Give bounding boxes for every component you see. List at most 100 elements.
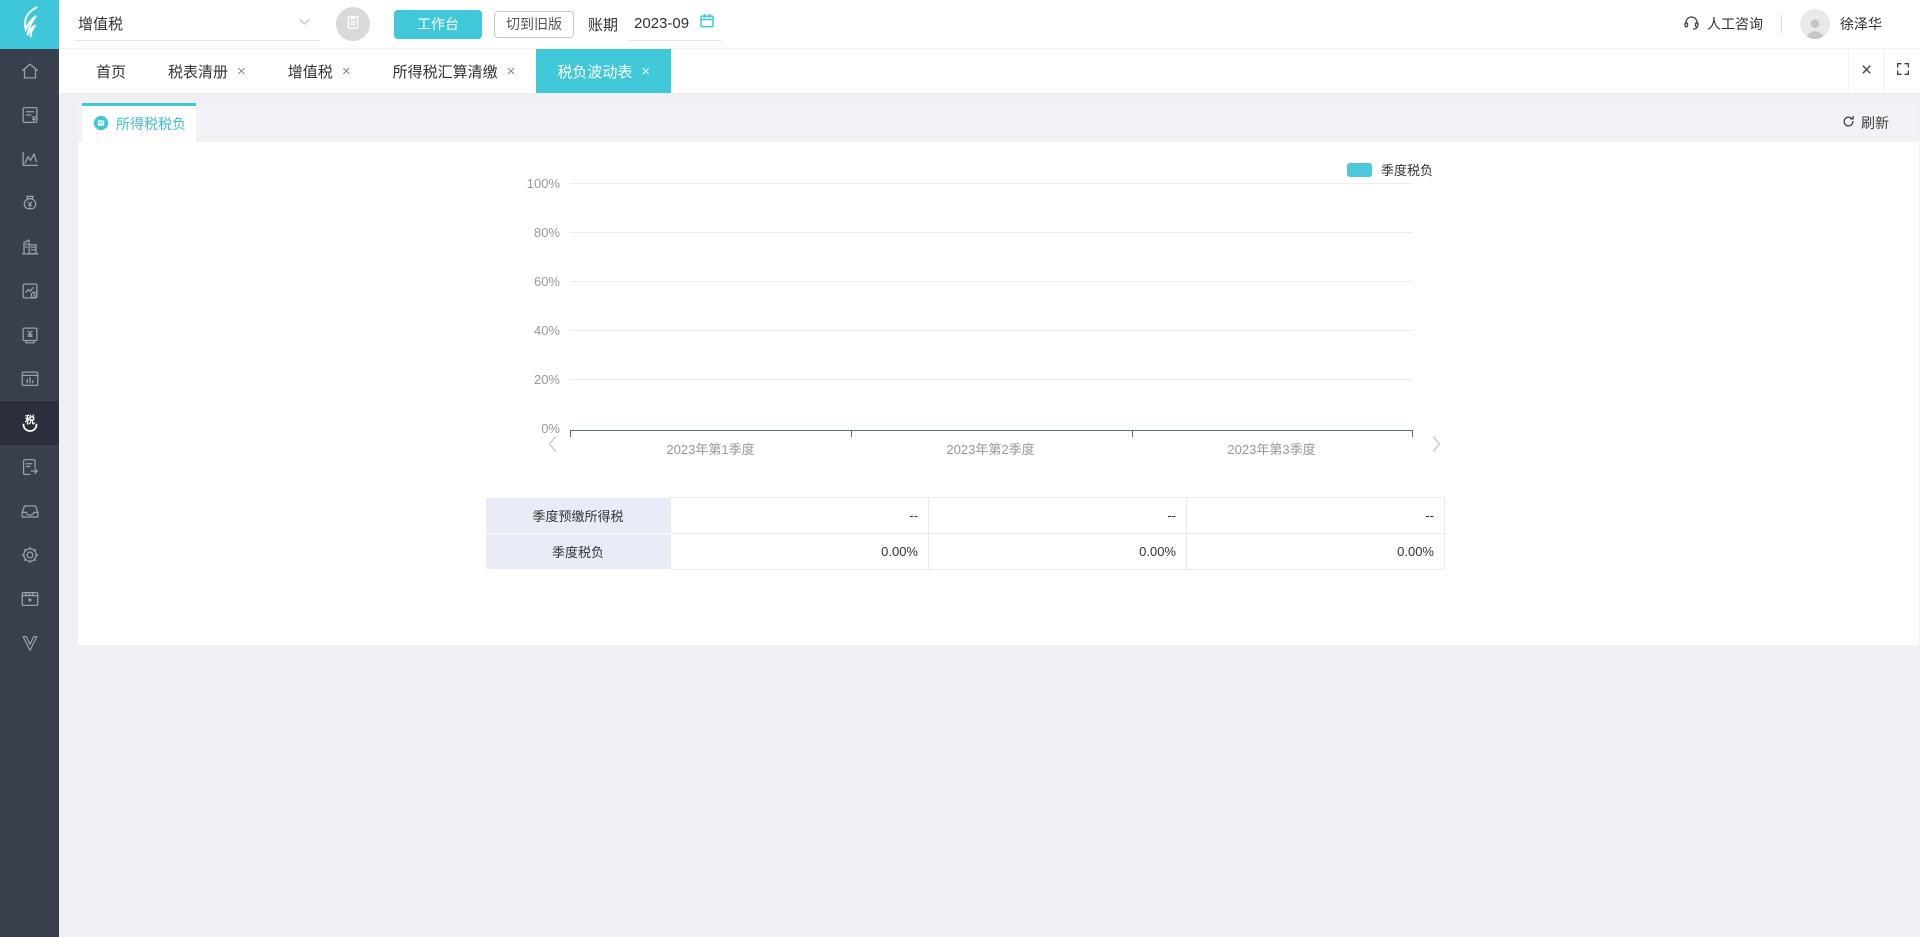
y-axis-tick: 100%: [526, 176, 560, 191]
company-dropdown[interactable]: 增值税: [75, 7, 320, 41]
panel-tab-label: 所得税税负: [116, 116, 186, 132]
refresh-button[interactable]: 刷新: [1841, 113, 1889, 133]
quarterly-summary-table: 季度预缴所得税 -- -- -- 季度税负 0.00% 0.00% 0.00%: [485, 497, 1445, 570]
invoice-doc-icon: [19, 104, 41, 126]
tax-glyph: 税: [25, 414, 35, 427]
tab-close-icon[interactable]: ×: [641, 62, 651, 80]
tabbar-actions: ×: [1848, 49, 1920, 93]
tab-close-icon[interactable]: ×: [341, 62, 351, 80]
cell-q2: 0.00%: [928, 533, 1187, 570]
memo-button[interactable]: [336, 7, 370, 41]
sidebar-item-cash[interactable]: [0, 313, 59, 357]
gridline: [570, 379, 1412, 380]
x-axis-label: 2023年第2季度: [946, 442, 1035, 457]
company-icon: [19, 236, 41, 258]
tax-icon: 税: [18, 411, 42, 435]
sidebar-item-analytics[interactable]: [0, 137, 59, 181]
gridline: [570, 330, 1412, 331]
table-row: 季度税负 0.00% 0.00% 0.00%: [485, 533, 1445, 570]
support-label: 人工咨询: [1707, 16, 1763, 32]
switch-old-version-button[interactable]: 切到旧版: [494, 10, 574, 38]
sidebar: 税: [0, 0, 59, 937]
sidebar-item-funds[interactable]: [0, 181, 59, 225]
close-all-tabs-button[interactable]: ×: [1848, 49, 1884, 93]
tab-label: 税负波动表: [557, 63, 633, 81]
chart-next-arrow-icon[interactable]: [1430, 434, 1443, 459]
chevron-down-icon: [297, 14, 312, 33]
content-area: 所得税税负 刷新 季度税负 100% 80% 60% 40% 2: [59, 94, 1920, 937]
income-tax-tab-icon: [92, 114, 110, 135]
chart-legend[interactable]: 季度税负: [1347, 160, 1433, 179]
support-button[interactable]: 人工咨询: [1682, 13, 1763, 35]
tab-label: 增值税: [287, 63, 333, 81]
sidebar-item-salary[interactable]: [0, 357, 59, 401]
x-axis-tick-mark: [851, 431, 852, 437]
feather-logo-icon: [15, 5, 45, 44]
sidebar-item-report[interactable]: [0, 269, 59, 313]
x-axis-tick-mark: [1412, 431, 1413, 437]
x-axis-label: 2023年第3季度: [1227, 442, 1316, 457]
row-label: 季度税负: [485, 533, 671, 570]
tab-income-tax-settlement[interactable]: 所得税汇算清缴 ×: [372, 49, 537, 93]
tab-home[interactable]: 首页: [75, 49, 147, 93]
workbench-button[interactable]: 工作台: [394, 9, 482, 39]
tab-tax-register[interactable]: 税表清册 ×: [147, 49, 267, 93]
video-icon: [19, 588, 41, 610]
y-axis-tick: 40%: [533, 323, 560, 338]
gridline: [570, 183, 1412, 184]
sidebar-item-company[interactable]: [0, 225, 59, 269]
y-axis-tick: 0%: [541, 421, 560, 436]
sidebar-item-tax[interactable]: 税: [0, 401, 59, 445]
period-label: 账期: [588, 16, 619, 34]
x-axis-tick-mark: [1132, 431, 1133, 437]
tab-vat[interactable]: 增值税 ×: [267, 49, 372, 93]
sidebar-item-home[interactable]: [0, 49, 59, 93]
avatar[interactable]: [1800, 9, 1830, 39]
x-axis-tick-mark: [570, 431, 571, 437]
cell-q3: --: [1186, 497, 1445, 534]
period-value: 2023-09: [634, 15, 690, 32]
y-axis-tick: 80%: [533, 225, 560, 240]
fullscreen-button[interactable]: [1884, 49, 1920, 93]
calendar-icon[interactable]: [698, 12, 716, 35]
refresh-icon: [1841, 114, 1856, 132]
header-divider: [1781, 15, 1782, 33]
username[interactable]: 徐泽华: [1840, 16, 1882, 32]
tab-label: 首页: [96, 63, 127, 81]
cell-q1: 0.00%: [670, 533, 929, 570]
row-label: 季度预缴所得税: [485, 497, 671, 534]
x-axis: [570, 430, 1413, 431]
sidebar-item-settings[interactable]: [0, 533, 59, 577]
line-chart-icon: [19, 148, 41, 170]
x-axis-label: 2023年第1季度: [666, 442, 755, 457]
app-logo: [0, 0, 59, 49]
y-axis-tick: 20%: [533, 372, 560, 387]
tab-close-icon[interactable]: ×: [506, 62, 516, 80]
chart-prev-arrow-icon[interactable]: [546, 434, 559, 459]
y-axis-tick: 60%: [533, 274, 560, 289]
cell-q1: --: [670, 497, 929, 534]
tab-label: 税表清册: [168, 63, 229, 81]
home-icon: [19, 60, 41, 82]
report-icon: [19, 280, 41, 302]
tax-burden-card: 所得税税负 刷新 季度税负 100% 80% 60% 40% 2: [78, 103, 1919, 645]
sidebar-item-v[interactable]: [0, 621, 59, 665]
salary-window-icon: [19, 368, 41, 390]
top-header: 增值税 工作台 切到旧版 账期 2023-09 人工咨询 徐泽华: [59, 0, 1920, 49]
sidebar-item-inbox[interactable]: [0, 489, 59, 533]
sidebar-item-invoice[interactable]: [0, 93, 59, 137]
cell-q3: 0.00%: [1186, 533, 1445, 570]
tab-income-tax-burden[interactable]: 所得税税负: [82, 103, 196, 142]
export-doc-icon: [19, 456, 41, 478]
period-picker[interactable]: 2023-09: [628, 7, 723, 41]
refresh-label: 刷新: [1861, 114, 1889, 131]
sidebar-item-export[interactable]: [0, 445, 59, 489]
v-logo-icon: [19, 632, 41, 654]
sidebar-item-video[interactable]: [0, 577, 59, 621]
chart-panel: 季度税负 100% 80% 60% 40% 20% 0% 2023年第1季度 2…: [78, 142, 1919, 645]
money-bag-icon: [19, 192, 41, 214]
tab-tax-burden-fluctuation[interactable]: 税负波动表 ×: [536, 49, 672, 93]
table-row: 季度预缴所得税 -- -- --: [485, 497, 1445, 534]
tab-close-icon[interactable]: ×: [237, 62, 246, 80]
clipboard-icon: [343, 12, 363, 37]
